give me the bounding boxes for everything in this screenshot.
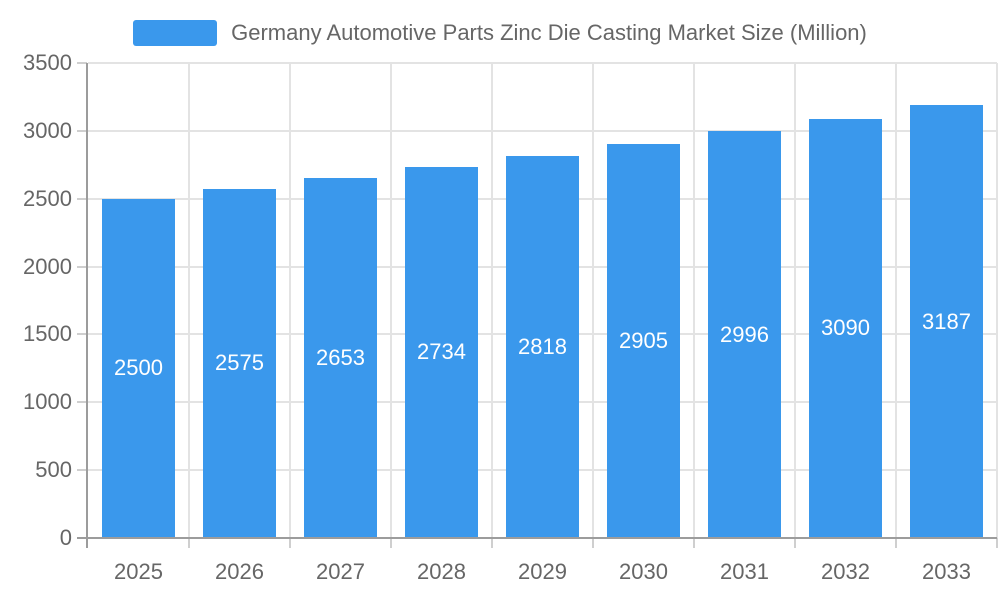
y-tick-mark — [77, 469, 87, 472]
bar-value-label: 2905 — [619, 327, 668, 353]
y-axis-tick-label: 1500 — [23, 321, 72, 347]
bar: 2500 — [102, 198, 175, 538]
x-axis-line — [77, 537, 997, 539]
y-axis-tick-label: 0 — [59, 525, 72, 550]
bar: 2575 — [203, 188, 276, 538]
x-gridline — [390, 63, 392, 538]
y-axis-line — [86, 63, 88, 548]
bar: 2996 — [708, 131, 781, 538]
y-tick-mark — [77, 62, 87, 64]
bar-value-label: 2575 — [215, 350, 264, 376]
x-tick-mark — [996, 538, 998, 548]
legend[interactable]: Germany Automotive Parts Zinc Die Castin… — [0, 18, 1000, 48]
bar-value-label: 2653 — [316, 344, 365, 370]
bar: 2734 — [405, 166, 478, 538]
x-gridline — [188, 63, 190, 538]
bar-value-label: 2818 — [518, 333, 567, 359]
x-tick-mark — [491, 538, 493, 548]
y-tick-mark — [77, 265, 87, 268]
x-gridline — [996, 63, 998, 538]
bar-value-label: 3090 — [821, 315, 870, 341]
y-axis-tick-label: 1000 — [23, 389, 72, 415]
y-tick-mark — [77, 333, 87, 336]
x-axis-tick-label: 2026 — [215, 559, 264, 584]
x-tick-mark — [794, 538, 796, 548]
x-tick-mark — [390, 538, 392, 548]
x-gridline — [289, 63, 291, 538]
x-tick-mark — [289, 538, 291, 548]
x-axis-tick-label: 2030 — [619, 559, 668, 584]
bar: 3090 — [809, 118, 882, 538]
x-tick-mark — [693, 538, 695, 548]
y-axis-tick-label: 2000 — [23, 253, 72, 279]
y-axis-tick-label: 500 — [35, 457, 72, 483]
bar: 2653 — [304, 177, 377, 538]
x-axis-tick-label: 2029 — [518, 559, 567, 584]
x-gridline — [693, 63, 695, 538]
bar-value-label: 2500 — [114, 355, 163, 381]
y-tick-mark — [77, 401, 87, 404]
x-axis-tick-label: 2032 — [821, 559, 870, 584]
y-tick-mark — [77, 129, 87, 132]
bar: 2818 — [506, 155, 579, 538]
legend-swatch — [133, 20, 218, 46]
x-gridline — [491, 63, 493, 538]
y-gridline — [88, 62, 997, 64]
y-axis-tick-label: 3000 — [23, 117, 72, 143]
bar: 2905 — [607, 143, 680, 538]
bar-value-label: 2996 — [720, 321, 769, 347]
x-axis-tick-label: 2031 — [720, 559, 769, 584]
x-gridline — [895, 63, 897, 538]
x-gridline — [592, 63, 594, 538]
x-axis-tick-label: 2028 — [417, 559, 466, 584]
x-axis-tick-label: 2025 — [114, 559, 163, 584]
x-tick-mark — [188, 538, 190, 548]
y-gridline — [88, 129, 997, 132]
x-tick-mark — [592, 538, 594, 548]
bar-value-label: 3187 — [922, 308, 971, 334]
y-axis-tick-label: 2500 — [23, 185, 72, 211]
y-tick-mark — [77, 197, 87, 200]
x-axis-tick-label: 2027 — [316, 559, 365, 584]
x-gridline — [794, 63, 796, 538]
x-axis-tick-label: 2033 — [922, 559, 971, 584]
legend-label: Germany Automotive Parts Zinc Die Castin… — [231, 20, 867, 45]
y-axis-tick-label: 3500 — [23, 50, 72, 75]
plot-area: 0 500 1000 1500 2000 2500 3000 3500 2500 2025 2575… — [23, 52, 998, 584]
bar-value-label: 2734 — [417, 339, 466, 365]
x-tick-mark — [895, 538, 897, 548]
bar: 3187 — [910, 105, 983, 538]
